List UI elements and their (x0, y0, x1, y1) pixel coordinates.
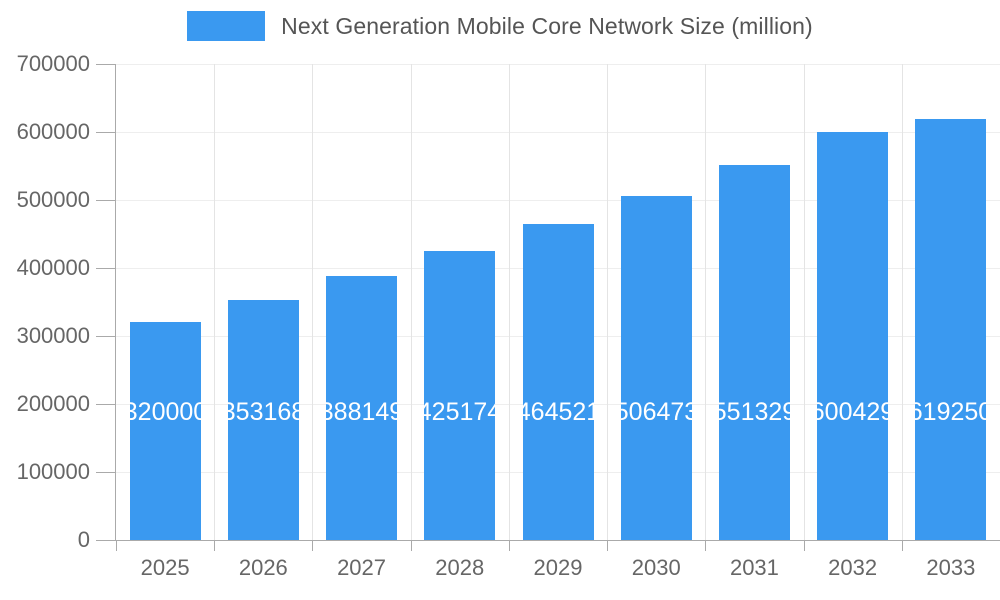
x-axis-tick (312, 541, 313, 551)
y-axis-tick-label: 700000 (16, 51, 90, 76)
bar-value-label: 551329 (719, 397, 790, 426)
x-axis-category-label: 2033 (926, 555, 976, 580)
bar[interactable]: 464521 (523, 224, 594, 540)
bar[interactable]: 425174 (424, 250, 495, 540)
vertical-gridline (411, 64, 412, 540)
x-axis-tick (116, 541, 117, 551)
vertical-gridline (902, 64, 903, 540)
y-axis-tick-label: 300000 (16, 323, 90, 348)
y-axis-tick-label: 400000 (16, 255, 90, 280)
x-axis-tick (705, 541, 706, 551)
bar[interactable]: 388149 (326, 276, 397, 540)
legend-series-label: Next Generation Mobile Core Network Size… (281, 12, 813, 39)
y-axis-tick (96, 268, 116, 269)
x-axis-tick (804, 541, 805, 551)
horizontal-gridline (116, 132, 1000, 133)
x-axis-category-label: 2031 (729, 555, 779, 580)
bar-value-label: 388149 (326, 397, 397, 426)
bar[interactable]: 506473 (621, 195, 692, 540)
horizontal-gridline (116, 200, 1000, 201)
bar-value-label: 464521 (523, 397, 594, 426)
x-axis-category-label: 2027 (337, 555, 387, 580)
vertical-gridline (509, 64, 510, 540)
legend-color-swatch (187, 11, 266, 41)
y-axis-tick-label: 100000 (16, 459, 90, 484)
y-axis-labels: 0 100000 200000 300000 400000 500000 600000 700… (0, 0, 96, 600)
y-axis-tick (96, 336, 116, 337)
x-axis-category-label: 2029 (533, 555, 583, 580)
y-axis-tick (96, 200, 116, 201)
bar[interactable]: 619250 (915, 118, 986, 540)
horizontal-gridline (116, 64, 1000, 65)
y-axis-tick (96, 132, 116, 133)
vertical-gridline (705, 64, 706, 540)
x-axis-tick (509, 541, 510, 551)
x-axis-tick (411, 541, 412, 551)
bar[interactable]: 353168 (228, 299, 299, 540)
bar-value-label: 506473 (621, 397, 692, 426)
y-axis-line (115, 64, 116, 541)
chart-legend: Next Generation Mobile Core Network Size… (0, 0, 1000, 52)
x-axis-category-label: 2025 (140, 555, 190, 580)
bar[interactable]: 320000 (130, 322, 201, 540)
y-axis-tick-label: 600000 (16, 119, 90, 144)
x-axis-line (96, 540, 1000, 541)
bar-value-label: 353168 (228, 397, 299, 426)
plot-area: 320000 353168 388149 425174 464521 506473 5513… (116, 64, 1000, 540)
bar-value-label: 619250 (915, 397, 986, 426)
x-axis-tick (902, 541, 903, 551)
x-axis-category-label: 2026 (238, 555, 288, 580)
x-axis-tick (214, 541, 215, 551)
bar[interactable]: 600429 (817, 131, 888, 540)
vertical-gridline (214, 64, 215, 540)
y-axis-tick (96, 540, 116, 541)
x-axis-tick (607, 541, 608, 551)
vertical-gridline (607, 64, 608, 540)
x-axis-category-label: 2030 (631, 555, 681, 580)
y-axis-tick-label: 500000 (16, 187, 90, 212)
y-axis-tick-label: 0 (77, 527, 90, 552)
vertical-gridline (804, 64, 805, 540)
x-axis-category-label: 2032 (828, 555, 878, 580)
y-axis-tick-label: 200000 (16, 391, 90, 416)
y-axis-tick (96, 404, 116, 405)
bar-value-label: 320000 (130, 397, 201, 426)
x-axis-category-label: 2028 (435, 555, 485, 580)
y-axis-tick (96, 472, 116, 473)
bar-value-label: 425174 (424, 397, 495, 426)
bar[interactable]: 551329 (719, 165, 790, 540)
bar-value-label: 600429 (817, 397, 888, 426)
vertical-gridline (312, 64, 313, 540)
y-axis-tick (96, 64, 116, 65)
